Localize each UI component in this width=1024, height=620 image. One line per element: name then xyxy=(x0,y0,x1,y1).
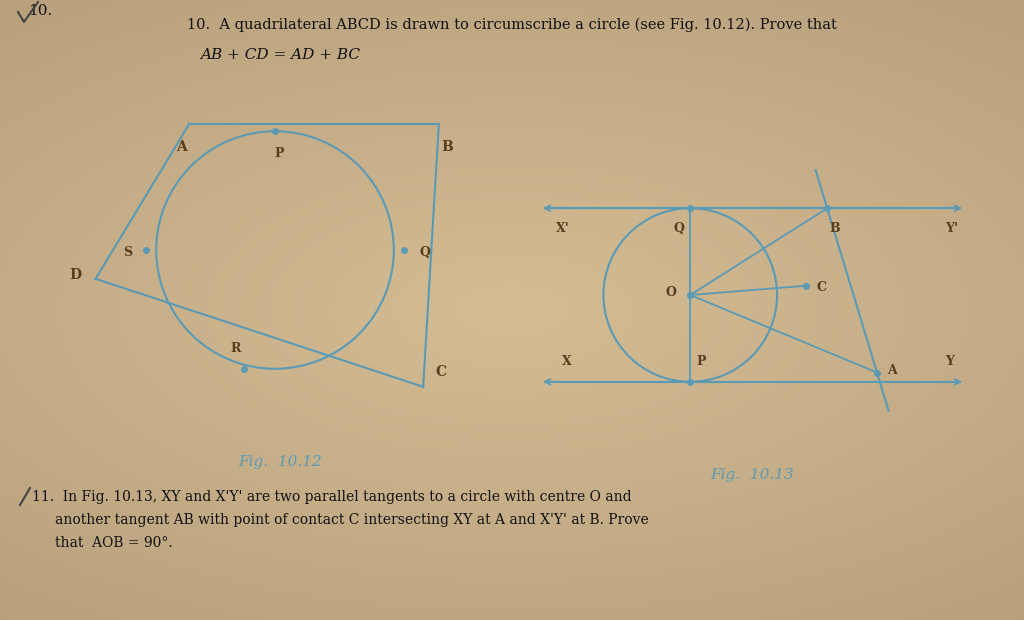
Text: B: B xyxy=(829,222,841,235)
Text: O: O xyxy=(666,286,676,299)
Text: 10.: 10. xyxy=(28,4,52,18)
Text: A: A xyxy=(887,364,897,377)
Text: AB + CD = AD + BC: AB + CD = AD + BC xyxy=(200,48,360,62)
Text: X': X' xyxy=(556,222,570,235)
Text: D: D xyxy=(70,268,82,282)
Text: Fig.  10.12: Fig. 10.12 xyxy=(239,455,322,469)
Text: C: C xyxy=(435,365,446,379)
Text: Q: Q xyxy=(674,222,684,235)
Text: another tangent AB with point of contact C intersecting XY at A and X'Y' at B. P: another tangent AB with point of contact… xyxy=(55,513,649,527)
Text: C: C xyxy=(816,281,826,294)
Text: Y: Y xyxy=(945,355,954,368)
Text: 10.  A quadrilateral ABCD is drawn to circumscribe a circle (see Fig. 10.12). Pr: 10. A quadrilateral ABCD is drawn to cir… xyxy=(187,18,837,32)
Text: A: A xyxy=(176,140,186,154)
Text: S: S xyxy=(123,246,132,259)
Text: 11.  In Fig. 10.13, XY and X'Y' are two parallel tangents to a circle with centr: 11. In Fig. 10.13, XY and X'Y' are two p… xyxy=(32,490,632,504)
Text: that  AOB = 90°.: that AOB = 90°. xyxy=(55,536,173,550)
Text: Fig.  10.13: Fig. 10.13 xyxy=(710,468,794,482)
Text: Y': Y' xyxy=(945,222,958,235)
Text: Q: Q xyxy=(420,246,430,259)
Text: X: X xyxy=(562,355,571,368)
Text: P: P xyxy=(696,355,706,368)
Text: P: P xyxy=(274,147,284,160)
Text: B: B xyxy=(441,140,453,154)
Text: R: R xyxy=(230,342,241,355)
